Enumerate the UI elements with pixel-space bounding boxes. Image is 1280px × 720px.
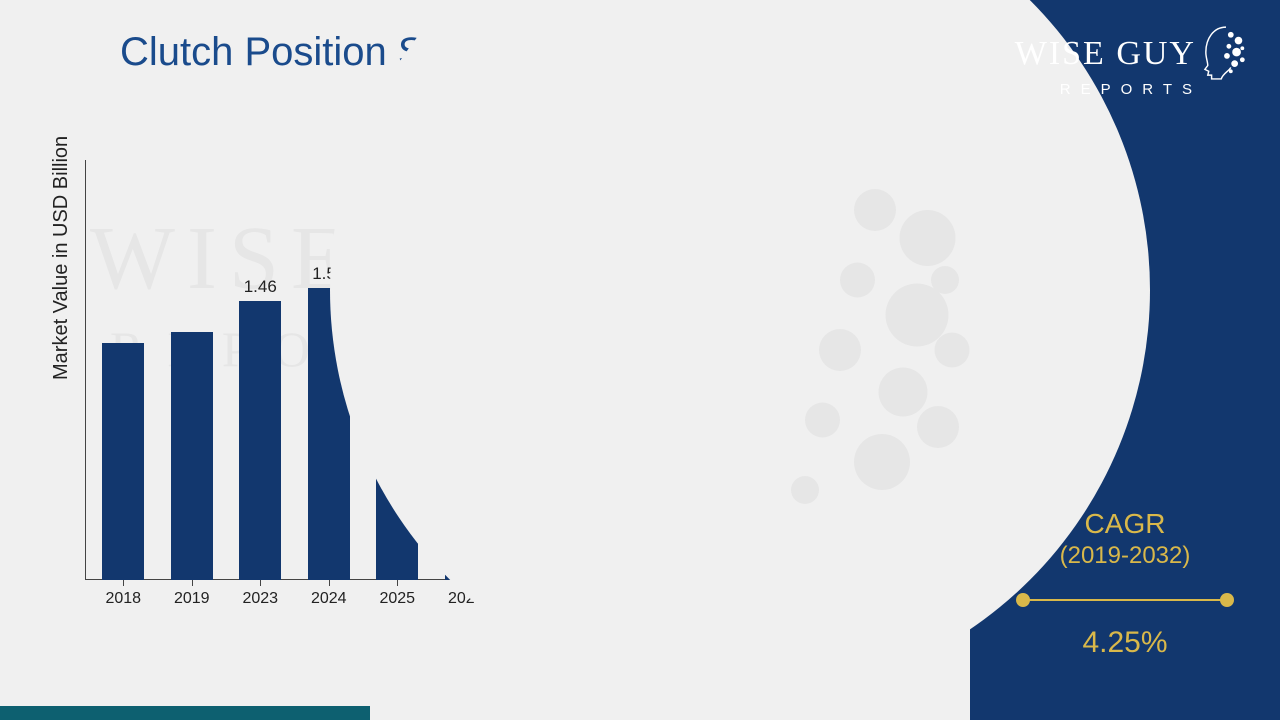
bar-wrap: 1.462023 (230, 301, 290, 580)
x-tick-label: 2024 (311, 590, 347, 608)
face-icon (1202, 25, 1250, 83)
cagr-block: CAGR (2019-2032) 4.25% (1010, 508, 1240, 660)
x-tick-mark (260, 580, 261, 586)
bar-wrap: 2019 (162, 332, 222, 580)
cagr-range: (2019-2032) (1010, 542, 1240, 570)
right-panel: WISE GUY REPORTS CAGR (2019-2032) 4.25% (970, 0, 1280, 720)
x-tick-mark (397, 580, 398, 586)
x-tick-label: 2023 (242, 590, 278, 608)
logo-sub-text: REPORTS (1015, 81, 1202, 98)
bar (239, 301, 281, 580)
cagr-dot-left (1016, 593, 1030, 607)
cagr-divider (1020, 588, 1230, 612)
x-tick-label: 2018 (105, 590, 141, 608)
x-tick-mark (329, 580, 330, 586)
logo-main-text: WISE GUY (1015, 35, 1196, 73)
brand-logo: WISE GUY REPORTS (1015, 25, 1250, 98)
bar-wrap: 2018 (93, 343, 153, 580)
bar (171, 332, 213, 580)
y-axis-label: Market Value in USD Billion (50, 136, 73, 380)
bottom-accent-bar (0, 706, 370, 720)
bar-value-label: 1.46 (244, 277, 277, 297)
x-tick-mark (123, 580, 124, 586)
logo-main-row: WISE GUY (1015, 25, 1250, 83)
cagr-dot-right (1220, 593, 1234, 607)
cagr-value: 4.25% (1010, 626, 1240, 660)
cagr-title: CAGR (1010, 508, 1240, 540)
bar (102, 343, 144, 580)
x-tick-label: 2025 (379, 590, 415, 608)
cagr-line-bar (1020, 599, 1230, 601)
x-tick-mark (192, 580, 193, 586)
x-tick-label: 2019 (174, 590, 210, 608)
